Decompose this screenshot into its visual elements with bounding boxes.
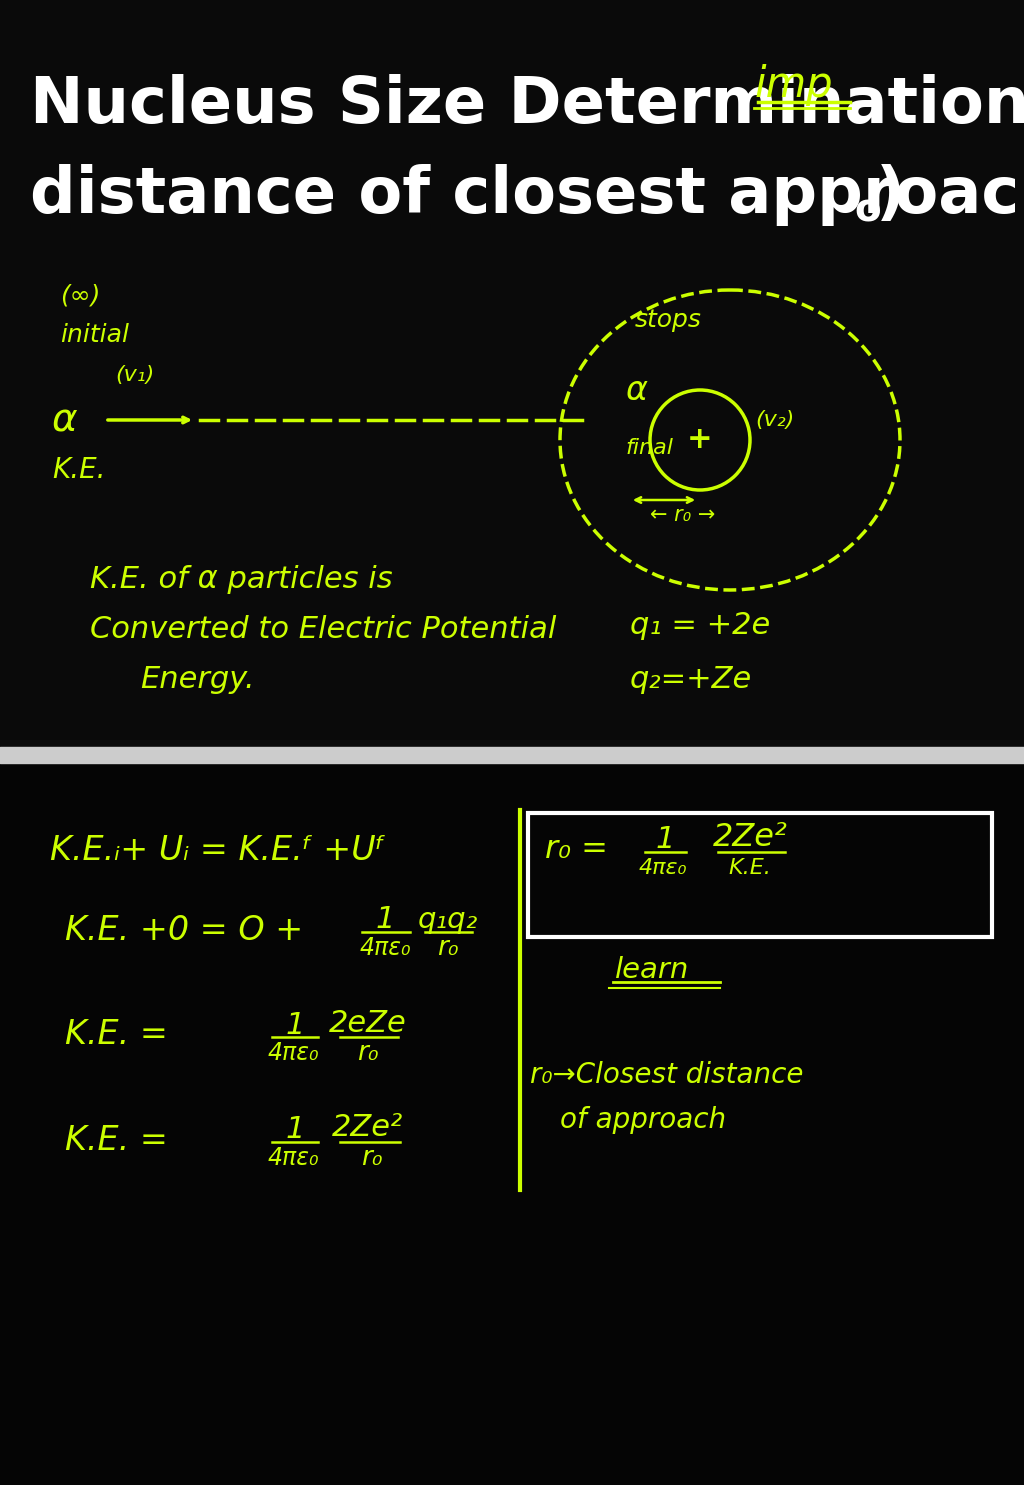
Text: ): ) <box>876 163 905 226</box>
Text: 2Ze²: 2Ze² <box>713 821 787 852</box>
Text: ← r₀ →: ← r₀ → <box>650 505 715 526</box>
Text: final: final <box>625 438 673 457</box>
Text: q₁q₂: q₁q₂ <box>418 906 478 934</box>
Text: K.E. of α particles is: K.E. of α particles is <box>90 566 392 594</box>
Text: 2eZe: 2eZe <box>329 1008 407 1038</box>
FancyBboxPatch shape <box>528 812 992 937</box>
Text: r₀: r₀ <box>361 1145 383 1172</box>
Text: +: + <box>687 426 713 454</box>
Text: r₀: r₀ <box>437 936 459 961</box>
Text: r₀→Closest distance: r₀→Closest distance <box>530 1060 804 1089</box>
Text: q₁ = +2e: q₁ = +2e <box>630 610 770 640</box>
Text: K.E.ᵢ+ Uᵢ = K.E.ᶠ +Uᶠ: K.E.ᵢ+ Uᵢ = K.E.ᶠ +Uᶠ <box>50 833 385 867</box>
Text: imp: imp <box>755 64 834 105</box>
Text: K.E. =: K.E. = <box>65 1019 168 1051</box>
Text: r₀: r₀ <box>357 1040 379 1066</box>
Text: K.E.: K.E. <box>52 456 105 484</box>
Text: α: α <box>52 401 78 440</box>
Text: of approach: of approach <box>560 1106 726 1135</box>
Text: 1: 1 <box>376 906 394 934</box>
Text: initial: initial <box>60 324 129 347</box>
Text: 1: 1 <box>286 1115 305 1145</box>
Text: K.E. +0 = O +: K.E. +0 = O + <box>65 913 303 946</box>
Text: o: o <box>854 192 881 229</box>
Text: 4πε₀: 4πε₀ <box>267 1146 318 1170</box>
Text: (v₁): (v₁) <box>115 365 155 385</box>
Text: K.E.: K.E. <box>728 858 771 878</box>
Text: r₀ =: r₀ = <box>545 835 608 866</box>
Text: 4πε₀: 4πε₀ <box>267 1041 318 1065</box>
Text: learn: learn <box>615 956 689 985</box>
Text: Energy.: Energy. <box>140 665 255 695</box>
Text: 4πε₀: 4πε₀ <box>639 858 687 878</box>
Text: distance of closest approach (r: distance of closest approach (r <box>30 163 1024 226</box>
Text: 1: 1 <box>286 1010 305 1040</box>
Text: 1: 1 <box>655 826 675 854</box>
Text: Converted to Electric Potential: Converted to Electric Potential <box>90 615 556 644</box>
Text: q₂=+Ze: q₂=+Ze <box>630 665 753 695</box>
Text: (v₂): (v₂) <box>755 410 795 431</box>
Text: (∞): (∞) <box>60 284 100 307</box>
Text: α: α <box>625 374 647 407</box>
Text: stops: stops <box>635 307 701 333</box>
Text: 2Ze²: 2Ze² <box>333 1112 403 1142</box>
Text: Nucleus Size Determination-: Nucleus Size Determination- <box>30 74 1024 137</box>
Text: K.E. =: K.E. = <box>65 1124 168 1157</box>
Text: 4πε₀: 4πε₀ <box>359 936 411 959</box>
